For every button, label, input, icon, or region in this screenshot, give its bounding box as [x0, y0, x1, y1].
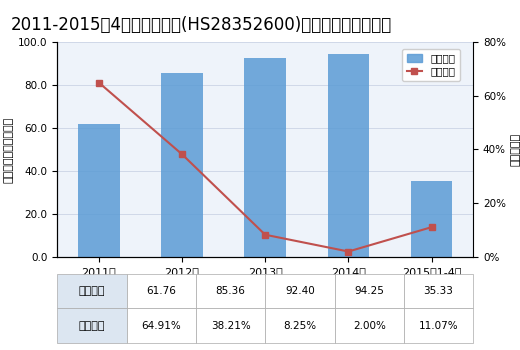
Bar — [78, 124, 120, 257]
Bar — [411, 181, 452, 257]
Text: 2011-2015年4月其他磷酸钙(HS28352600)出口总额及增速统计: 2011-2015年4月其他磷酸钙(HS28352600)出口总额及增速统计 — [10, 16, 392, 34]
Bar — [161, 74, 203, 257]
Legend: 出口金额, 同比增长: 出口金额, 同比增长 — [402, 49, 460, 81]
Bar — [244, 58, 286, 257]
Bar — [328, 54, 369, 257]
Y-axis label: 出口金额（百万美元）: 出口金额（百万美元） — [4, 116, 14, 183]
Y-axis label: 同比增长率
（%）: 同比增长率 （%） — [510, 133, 520, 166]
